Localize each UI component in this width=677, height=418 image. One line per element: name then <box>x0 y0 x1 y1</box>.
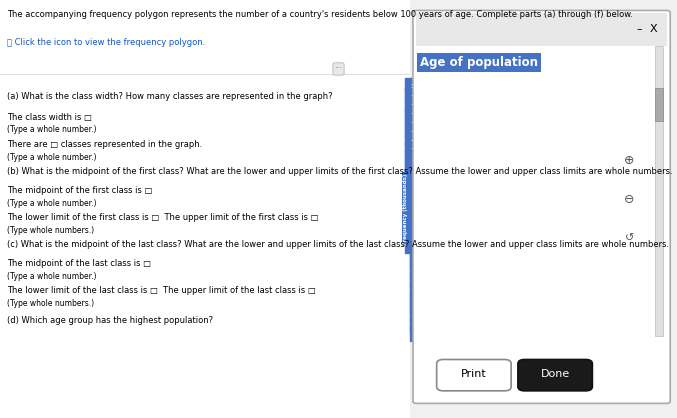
Text: (a) What is the class width? How many classes are represented in the graph?: (a) What is the class width? How many cl… <box>7 92 332 101</box>
Text: The midpoint of the first class is □: The midpoint of the first class is □ <box>7 186 152 195</box>
Text: 📊 Click the icon to view the frequency polygon.: 📊 Click the icon to view the frequency p… <box>7 38 205 47</box>
Text: (Type a whole number.): (Type a whole number.) <box>7 199 96 208</box>
Text: The lower limit of the last class is □  The upper limit of the last class is □: The lower limit of the last class is □ T… <box>7 286 315 296</box>
Text: The accompanying frequency polygon represents the number of a country's resident: The accompanying frequency polygon repre… <box>7 10 633 20</box>
Text: (Type a whole number.): (Type a whole number.) <box>7 272 96 281</box>
Text: (d) Which age group has the highest population?: (d) Which age group has the highest popu… <box>7 316 213 325</box>
Text: The midpoint of the last class is □: The midpoint of the last class is □ <box>7 259 151 268</box>
Text: The class width is □: The class width is □ <box>7 113 91 122</box>
Y-axis label: Frequency (thousands): Frequency (thousands) <box>403 173 408 245</box>
Text: The lower limit of the first class is □  The upper limit of the first class is □: The lower limit of the first class is □ … <box>7 213 318 222</box>
Text: –: – <box>637 24 642 34</box>
Text: ⊕: ⊕ <box>624 154 635 167</box>
Text: ···: ··· <box>334 64 343 74</box>
Text: ↺: ↺ <box>625 233 634 243</box>
Text: (Type whole numbers.): (Type whole numbers.) <box>7 299 94 308</box>
Text: Print: Print <box>461 369 487 379</box>
Text: Done: Done <box>540 369 570 379</box>
Text: (Type a whole number.): (Type a whole number.) <box>7 125 96 135</box>
Text: There are □ classes represented in the graph.: There are □ classes represented in the g… <box>7 140 202 149</box>
Text: X: X <box>649 24 657 34</box>
Text: (c) What is the midpoint of the last class? What are the lower and upper limits : (c) What is the midpoint of the last cla… <box>7 240 669 250</box>
Text: ⊖: ⊖ <box>624 193 635 206</box>
Text: (b) What is the midpoint of the first class? What are the lower and upper limits: (b) What is the midpoint of the first cl… <box>7 167 672 176</box>
Text: Age of population: Age of population <box>420 56 538 69</box>
Text: (Type a whole number.): (Type a whole number.) <box>7 153 96 162</box>
Text: (Type whole numbers.): (Type whole numbers.) <box>7 226 94 235</box>
